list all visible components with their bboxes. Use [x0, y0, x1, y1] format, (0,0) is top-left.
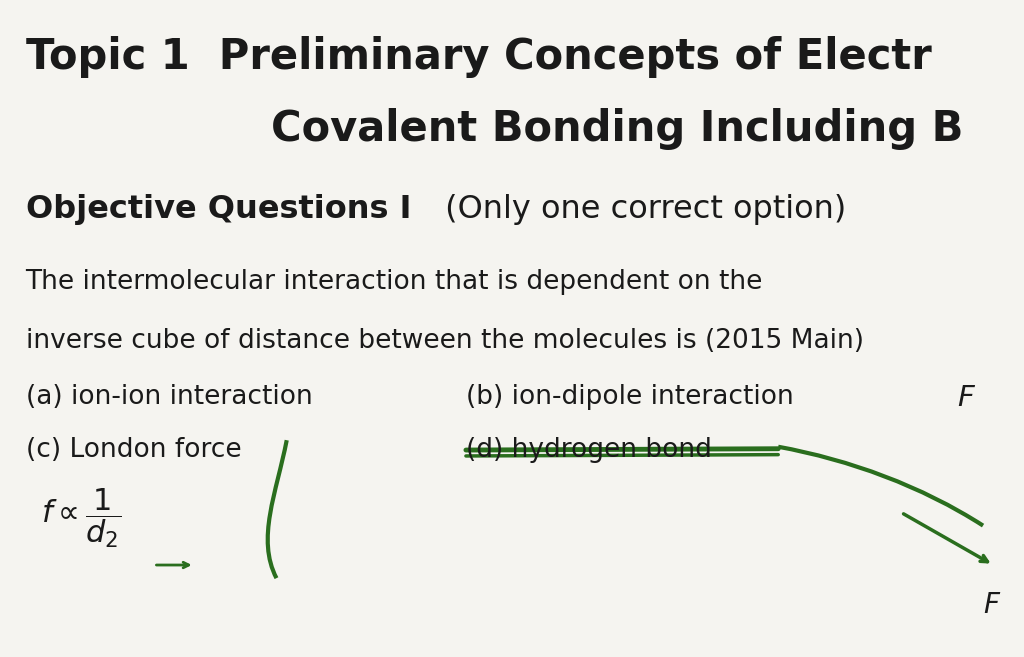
Text: (c) London force: (c) London force	[26, 437, 242, 463]
Text: inverse cube of distance between the molecules is (2015 Main): inverse cube of distance between the mol…	[26, 328, 863, 355]
Text: (Only one correct option): (Only one correct option)	[435, 194, 847, 225]
Text: $f \propto \dfrac{1}{d_2}$: $f \propto \dfrac{1}{d_2}$	[41, 486, 121, 550]
Text: F: F	[983, 591, 999, 620]
Text: (a) ion-ion interaction: (a) ion-ion interaction	[26, 384, 312, 411]
Text: The intermolecular interaction that is dependent on the: The intermolecular interaction that is d…	[26, 269, 763, 296]
Text: Topic 1  Preliminary Concepts of Electr: Topic 1 Preliminary Concepts of Electr	[26, 36, 932, 78]
Text: (d) hydrogen bond: (d) hydrogen bond	[466, 437, 712, 463]
Text: (b) ion-dipole interaction: (b) ion-dipole interaction	[466, 384, 794, 411]
Text: Covalent Bonding Including B: Covalent Bonding Including B	[271, 108, 964, 150]
Text: F: F	[957, 384, 974, 413]
Text: Objective Questions I: Objective Questions I	[26, 194, 411, 225]
